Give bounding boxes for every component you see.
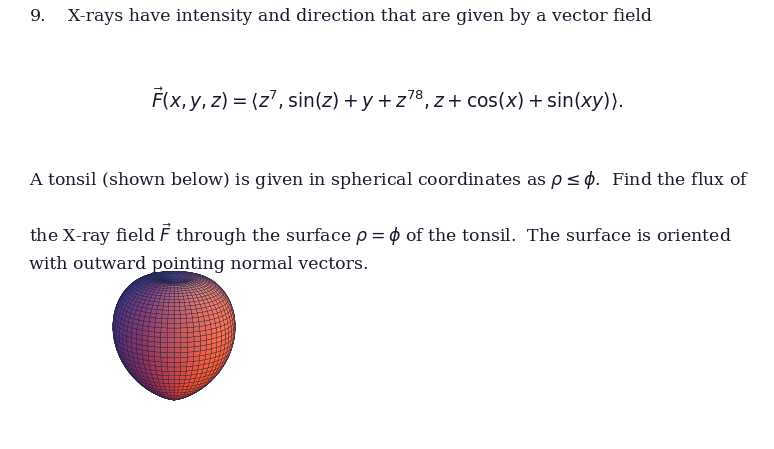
Text: 9.: 9. (29, 8, 46, 25)
Text: the X-ray field $\vec{F}$ through the surface $\rho = \phi$ of the tonsil.  The : the X-ray field $\vec{F}$ through the su… (29, 221, 732, 248)
Text: X-rays have intensity and direction that are given by a vector field: X-rays have intensity and direction that… (68, 8, 652, 25)
Text: A tonsil (shown below) is given in spherical coordinates as $\rho \leq \phi$.  F: A tonsil (shown below) is given in spher… (29, 169, 749, 191)
Text: $\vec{F}(x, y, z) = \langle z^7, \sin(z) + y + z^{78}, z + \cos(x) + \sin(xy)\ra: $\vec{F}(x, y, z) = \langle z^7, \sin(z)… (151, 86, 623, 114)
Text: with outward pointing normal vectors.: with outward pointing normal vectors. (29, 256, 368, 273)
